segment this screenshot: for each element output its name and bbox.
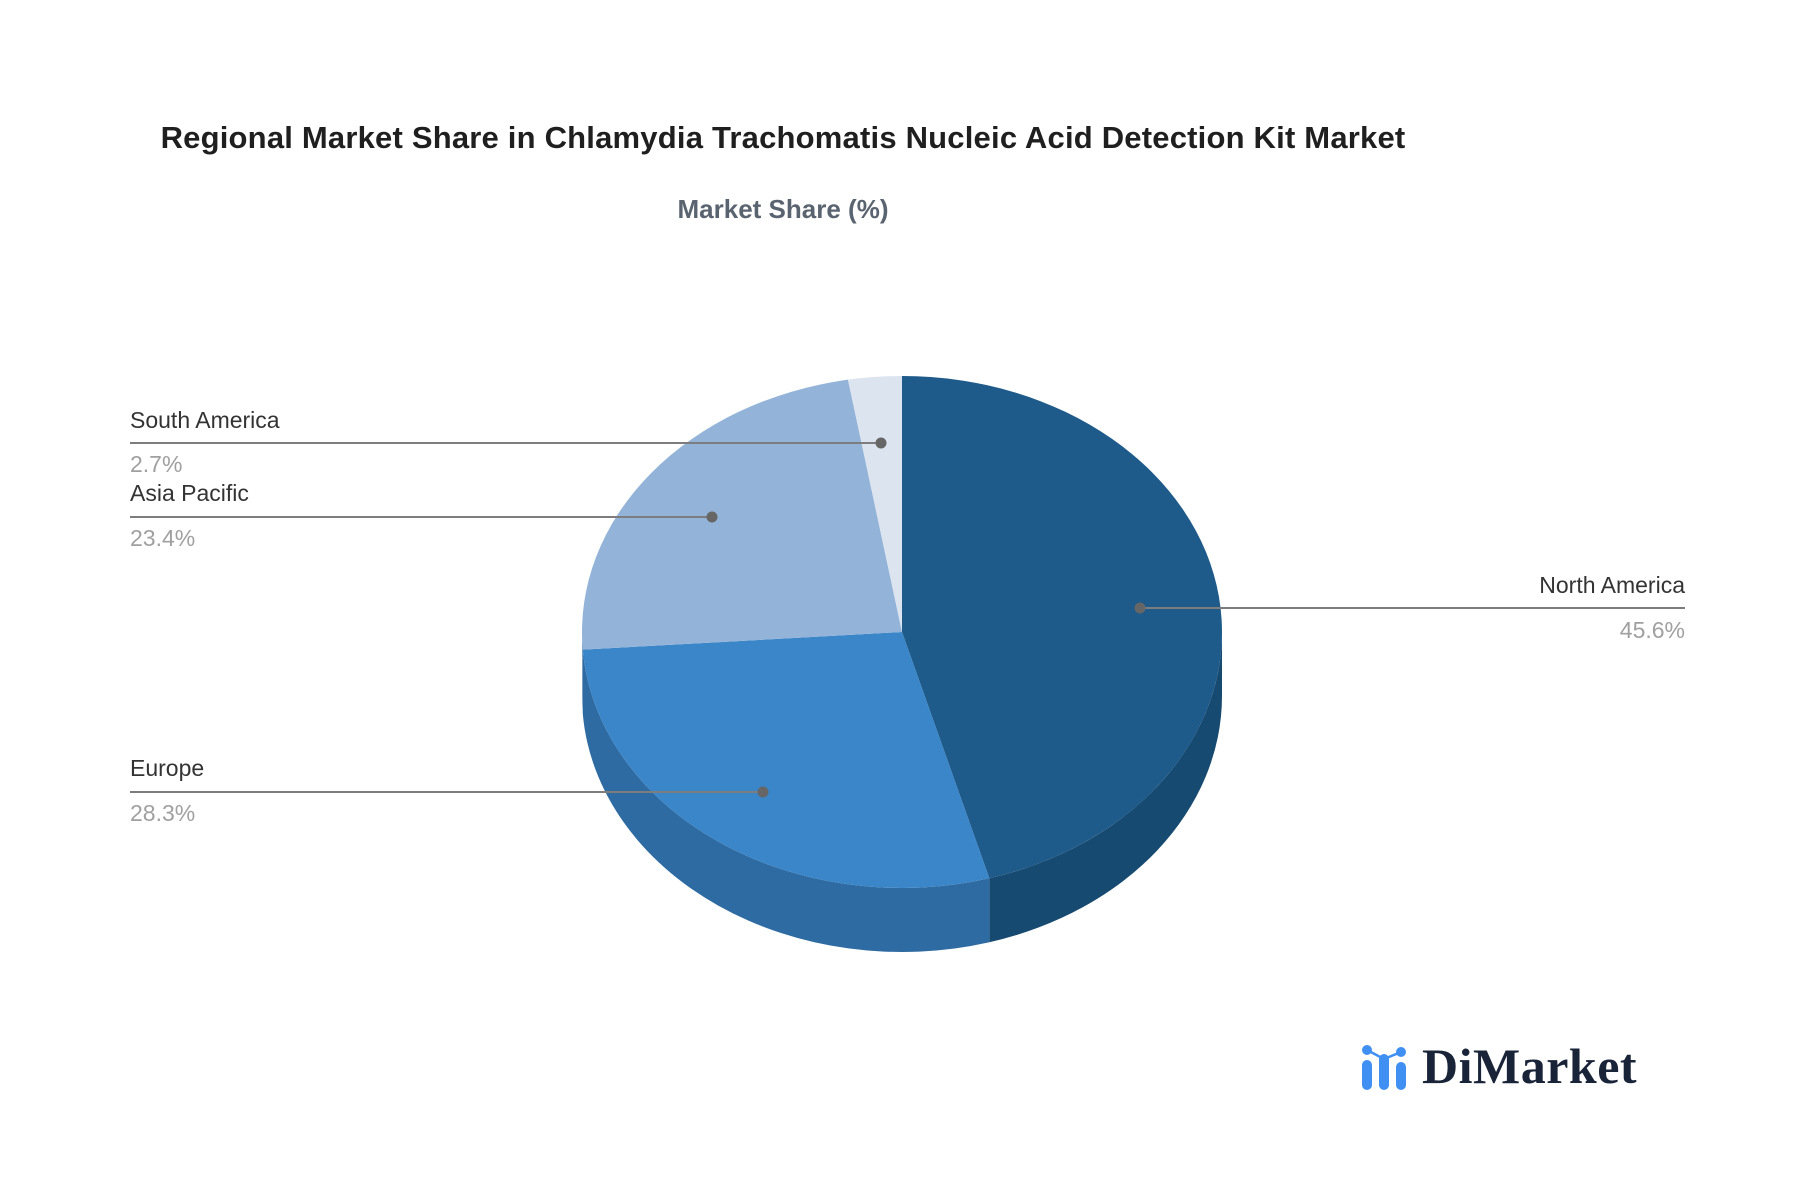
leader-dot-asia-pacific bbox=[706, 511, 718, 523]
pie-slice-side-europe bbox=[582, 649, 990, 952]
bar-chart-logo-icon bbox=[1362, 1045, 1406, 1090]
logo-zigzag-line bbox=[1366, 1048, 1402, 1061]
pie-slice-south-america[interactable] bbox=[847, 376, 902, 632]
slice-percent-north-america: 45.6% bbox=[1619, 617, 1685, 643]
slice-percent-europe: 28.3% bbox=[130, 800, 196, 826]
slice-label-north-america: North America bbox=[1539, 572, 1685, 598]
chart-subtitle: Market Share (%) bbox=[677, 194, 889, 224]
slice-label-asia-pacific: Asia Pacific bbox=[130, 480, 249, 506]
logo-bar-2 bbox=[1379, 1054, 1389, 1090]
logo-bar-3 bbox=[1396, 1062, 1406, 1090]
logo-bar-1 bbox=[1362, 1060, 1372, 1090]
leader-dot-north-america bbox=[1134, 602, 1146, 614]
dimarket-logo: DiMarket bbox=[1362, 1038, 1638, 1094]
slice-percent-asia-pacific: 23.4% bbox=[130, 525, 196, 551]
slice-label-south-america: South America bbox=[130, 407, 280, 433]
chart-title: Regional Market Share in Chlamydia Trach… bbox=[160, 120, 1406, 155]
logo-brand-text: DiMarket bbox=[1422, 1038, 1638, 1094]
slice-label-europe: Europe bbox=[130, 755, 205, 781]
slice-percent-south-america: 2.7% bbox=[130, 451, 183, 477]
pie-slice-europe[interactable] bbox=[582, 632, 990, 888]
pie-slice-asia-pacific[interactable] bbox=[581, 379, 902, 650]
logo-dot-right bbox=[1396, 1047, 1406, 1057]
leader-dot-europe bbox=[757, 786, 769, 798]
pie-slice-north-america[interactable] bbox=[902, 375, 1223, 879]
logo-dot-left bbox=[1362, 1045, 1372, 1055]
leader-dot-south-america bbox=[875, 437, 887, 449]
pie-slice-side-asia-pacific bbox=[582, 632, 583, 714]
pie-slice-side-north-america bbox=[989, 632, 1222, 943]
